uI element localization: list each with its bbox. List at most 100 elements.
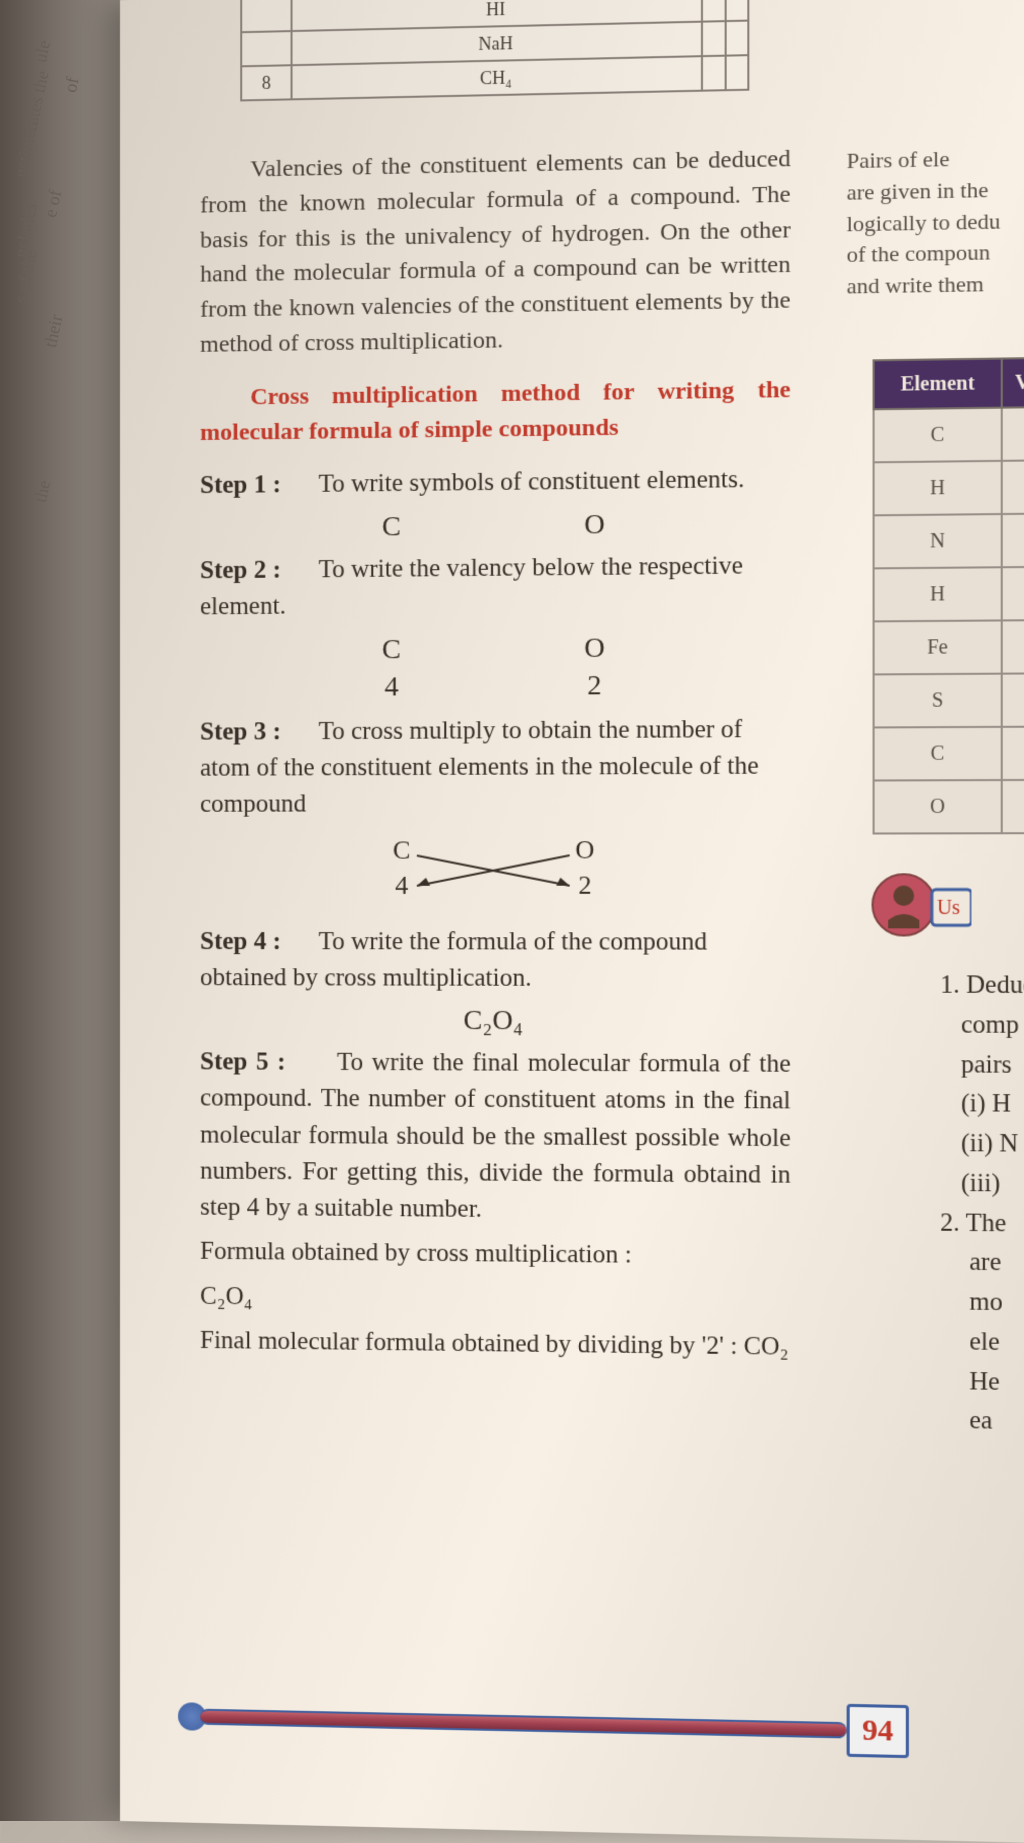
textbook-page: HI NaH 8 CH₄ Valencies of the constituen… bbox=[120, 0, 1024, 1843]
edge-word: ule bbox=[30, 38, 55, 64]
table-row: C bbox=[874, 727, 1024, 781]
step-1-text: To write symbols of constituent elements… bbox=[318, 466, 744, 498]
empty-cell bbox=[725, 21, 748, 56]
list-item: (ii) N bbox=[940, 1125, 1024, 1165]
step-2-label: Step 2 : bbox=[200, 556, 281, 584]
valency-col-o: O 2 bbox=[584, 631, 605, 705]
step-1: Step 1 : To write symbols of constituent… bbox=[200, 462, 791, 505]
cross-multiplication-diagram: C 4 O 2 bbox=[200, 832, 791, 913]
list-item: ea bbox=[940, 1402, 1024, 1443]
result-line-1: Formula obtained by cross multiplication… bbox=[200, 1234, 791, 1276]
element-cell: O bbox=[874, 780, 1002, 833]
edge-word: of bbox=[60, 75, 84, 94]
page-footer-bar bbox=[200, 1709, 847, 1739]
step-4: Step 4 : To write the formula of the com… bbox=[200, 924, 791, 998]
valency-o: 2 bbox=[587, 667, 601, 704]
list-item: pairs bbox=[940, 1045, 1024, 1085]
list-item: are bbox=[940, 1243, 1024, 1284]
element-cell: Fe bbox=[874, 620, 1002, 674]
valency-symbols: C 4 O 2 bbox=[200, 629, 791, 706]
table-row: H bbox=[874, 460, 1024, 515]
step-2-text: To write the valency below the respectiv… bbox=[200, 552, 743, 620]
table-row: O bbox=[874, 780, 1024, 834]
elements-symbols: C O bbox=[200, 507, 791, 545]
empty-cell bbox=[702, 21, 725, 56]
margin-line: are given in the bbox=[847, 173, 1024, 208]
valency-cell bbox=[1002, 407, 1024, 461]
element-cell: S bbox=[874, 674, 1002, 728]
edge-word: e of bbox=[40, 188, 66, 219]
icon-label: Us bbox=[937, 897, 960, 919]
list-item: (iii) bbox=[940, 1164, 1024, 1204]
main-content: Valencies of the constituent elements ca… bbox=[180, 131, 811, 1384]
empty-cell bbox=[725, 55, 748, 90]
intro-paragraph: Valencies of the constituent elements ca… bbox=[200, 142, 791, 363]
diagram-c: C bbox=[393, 835, 411, 864]
page-number: 94 bbox=[847, 1704, 909, 1758]
table-header-row: Element V bbox=[874, 358, 1024, 409]
edge-word: their bbox=[40, 313, 67, 350]
table-row: C bbox=[874, 407, 1024, 462]
element-cell: C bbox=[874, 408, 1002, 463]
activity-icon: Us bbox=[867, 869, 971, 941]
element-cell: H bbox=[874, 567, 1002, 621]
element-o: O bbox=[584, 509, 605, 542]
right-margin-text: Pairs of ele are given in the logically … bbox=[847, 142, 1024, 303]
diagram-2: 2 bbox=[578, 870, 591, 899]
valency-cell bbox=[1002, 460, 1024, 514]
result-formula: C₂O₄ bbox=[200, 1278, 791, 1321]
step-3-text: To cross multiply to obtain the number o… bbox=[200, 716, 759, 818]
margin-line: logically to dedu bbox=[847, 205, 1024, 240]
element-cell: H bbox=[874, 461, 1002, 516]
list-item: mo bbox=[940, 1283, 1024, 1324]
list-item: (i) H bbox=[940, 1085, 1024, 1125]
margin-line: of the compoun bbox=[847, 236, 1024, 271]
element-c: C bbox=[382, 511, 401, 543]
list-item: 1. Deduc bbox=[940, 966, 1024, 1006]
header-element: Element bbox=[874, 359, 1002, 410]
row-number-cell bbox=[241, 31, 291, 66]
empty-cell bbox=[702, 0, 725, 22]
header-valency: V bbox=[1002, 358, 1024, 408]
step-5: Step 5 : To write the final molecular fo… bbox=[200, 1044, 791, 1231]
element-o: O bbox=[584, 631, 605, 668]
valency-c: 4 bbox=[384, 669, 398, 706]
element-c: C bbox=[382, 632, 401, 669]
table-row: N bbox=[874, 514, 1024, 569]
step-5-text: To write the final molecular formula of … bbox=[200, 1049, 791, 1223]
margin-line: Pairs of ele bbox=[847, 142, 1024, 177]
row-number-cell bbox=[241, 0, 291, 32]
table-row: S bbox=[874, 673, 1024, 727]
step-2: Step 2 : To write the valency below the … bbox=[200, 547, 791, 625]
valency-cell bbox=[1002, 620, 1024, 674]
table-row: H bbox=[874, 567, 1024, 622]
valency-cell bbox=[1002, 727, 1024, 780]
arrowhead-2 bbox=[417, 877, 430, 885]
person-icon: Us bbox=[867, 869, 971, 941]
valency-col-c: C 4 bbox=[382, 632, 401, 705]
step-3: Step 3 : To cross multiply to obtain the… bbox=[200, 711, 791, 823]
red-heading-text: Cross multiplication method for writing … bbox=[200, 377, 791, 446]
edge-word: the bbox=[30, 478, 55, 504]
edge-word: nstituen bbox=[10, 119, 42, 179]
step-5-label: Step 5 : bbox=[200, 1048, 286, 1075]
valency-cell bbox=[1002, 673, 1024, 726]
element-valency-table: Element V C H N H Fe S C O bbox=[873, 357, 1024, 835]
previous-page-edge: ule of cates the nstituen e of ncludes s… bbox=[0, 0, 140, 1821]
diagram-4: 4 bbox=[395, 870, 408, 899]
step-1-label: Step 1 : bbox=[200, 472, 281, 500]
right-exercise-list: 1. Deduc comp pairs (i) H (ii) N (iii) 2… bbox=[940, 966, 1024, 1442]
section-heading: Cross multiplication method for writing … bbox=[200, 372, 791, 450]
list-item: ele bbox=[940, 1322, 1024, 1363]
valency-cell bbox=[1002, 780, 1024, 833]
row-number-cell: 8 bbox=[241, 65, 291, 100]
result-line-2: Final molecular formula obtained by divi… bbox=[200, 1323, 791, 1366]
edge-word: s of the bbox=[10, 248, 42, 304]
empty-cell bbox=[725, 0, 748, 21]
diagram-o: O bbox=[575, 835, 594, 864]
table-row: Fe bbox=[874, 620, 1024, 674]
step-3-label: Step 3 : bbox=[200, 718, 281, 745]
list-item: He bbox=[940, 1362, 1024, 1403]
element-cell: C bbox=[874, 727, 1002, 781]
empty-cell bbox=[702, 56, 725, 91]
